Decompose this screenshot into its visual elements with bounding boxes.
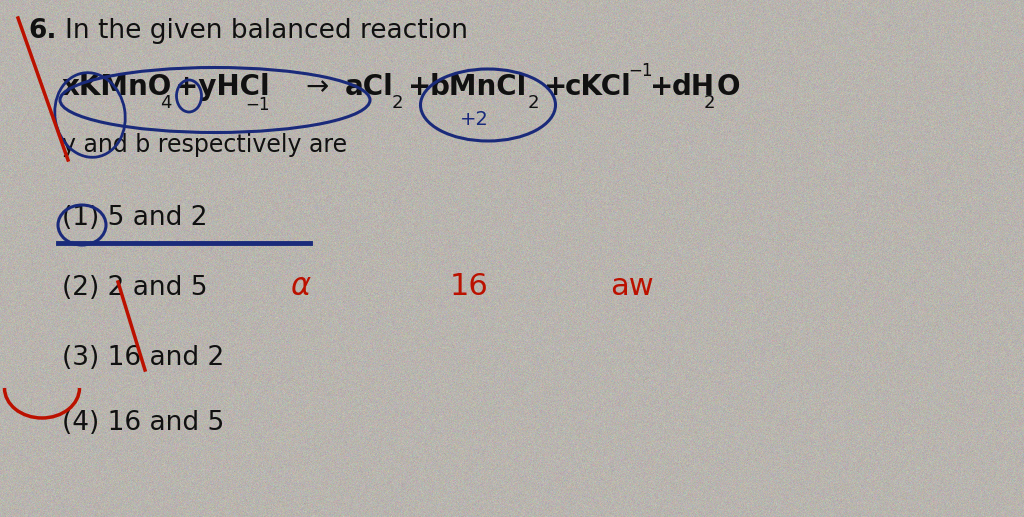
Text: α: α	[290, 272, 310, 301]
Text: +: +	[544, 73, 567, 101]
Text: 2: 2	[705, 94, 716, 112]
Text: −1: −1	[628, 62, 652, 80]
Text: 2: 2	[528, 94, 540, 112]
Text: +: +	[408, 73, 431, 101]
Text: cKCl: cKCl	[565, 73, 632, 101]
Text: 2: 2	[392, 94, 403, 112]
Text: bMnCl: bMnCl	[430, 73, 527, 101]
Text: 4: 4	[160, 94, 171, 112]
Text: (1) 5 and 2: (1) 5 and 2	[62, 205, 208, 231]
Text: dH: dH	[672, 73, 715, 101]
Text: aw: aw	[610, 272, 653, 301]
Text: 6.: 6.	[28, 18, 56, 44]
Text: (4) 16 and 5: (4) 16 and 5	[62, 410, 224, 436]
Text: xKMnO: xKMnO	[62, 73, 172, 101]
Text: O: O	[717, 73, 740, 101]
Text: aCl: aCl	[345, 73, 394, 101]
Text: In the given balanced reaction: In the given balanced reaction	[65, 18, 468, 44]
Text: +: +	[650, 73, 674, 101]
Text: (3) 16 and 2: (3) 16 and 2	[62, 345, 224, 371]
Text: (2) 2 and 5: (2) 2 and 5	[62, 275, 208, 301]
Text: +2: +2	[460, 110, 488, 129]
Text: y and b respectively are: y and b respectively are	[62, 133, 347, 157]
Text: 16: 16	[450, 272, 488, 301]
Text: →: →	[305, 73, 329, 101]
Text: −1: −1	[245, 96, 269, 114]
Text: +yHCl: +yHCl	[175, 73, 269, 101]
